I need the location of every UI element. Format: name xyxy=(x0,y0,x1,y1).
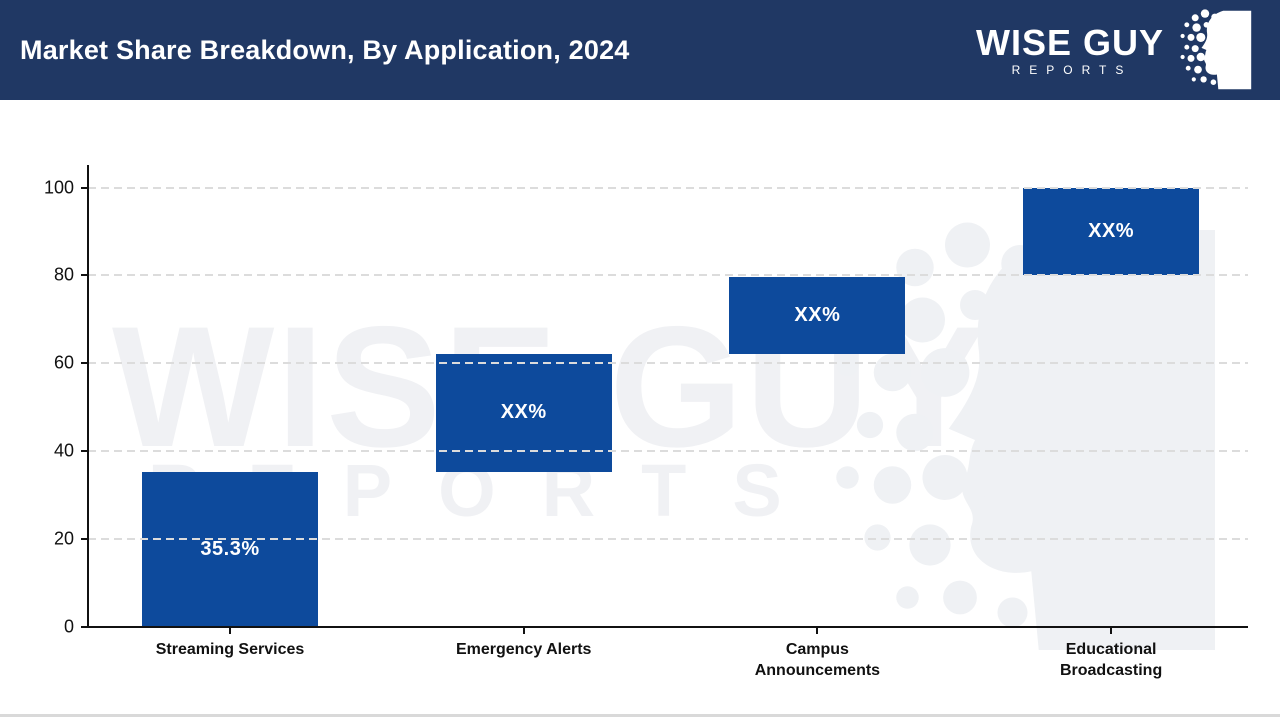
grid-line xyxy=(88,186,1248,189)
x-tick-mark xyxy=(1110,628,1113,634)
bar-value-label: XX% xyxy=(500,401,547,424)
x-axis-line xyxy=(87,626,1248,628)
logo-subtitle: REPORTS xyxy=(1011,62,1133,77)
grid-line xyxy=(88,537,1248,540)
bar: XX% xyxy=(435,354,612,472)
y-tick-mark xyxy=(81,537,88,540)
grid-line xyxy=(88,362,1248,365)
y-tick-mark xyxy=(81,362,88,365)
x-tick-mark xyxy=(522,628,525,634)
bar-value-label: 35.3% xyxy=(200,537,260,560)
logo-text: WISE GUY REPORTS xyxy=(975,21,1164,77)
grid-line xyxy=(88,449,1248,452)
bar-value-label: XX% xyxy=(1088,219,1135,242)
x-axis-label: Educational Broadcasting xyxy=(1059,641,1163,679)
bottom-divider xyxy=(0,714,1280,717)
y-tick-label: 0 xyxy=(63,616,74,636)
x-axis-label: Streaming Services xyxy=(155,641,305,658)
grid-line xyxy=(88,274,1248,277)
y-axis-line xyxy=(87,165,89,628)
x-tick-mark xyxy=(229,628,231,634)
x-tick-mark xyxy=(816,628,819,634)
x-axis-label: Emergency Alerts xyxy=(455,641,592,658)
y-tick-mark xyxy=(81,449,88,452)
y-tick-label: 60 xyxy=(53,352,74,373)
header-bar: Market Share Breakdown, By Application, … xyxy=(0,0,1280,100)
y-tick-label: 80 xyxy=(53,264,74,285)
bar: 35.3% xyxy=(142,471,318,627)
y-tick-label: 20 xyxy=(53,528,74,549)
bar: XX% xyxy=(729,277,906,355)
y-tick-mark xyxy=(81,625,88,628)
bar-value-label: XX% xyxy=(794,304,841,327)
bar: XX% xyxy=(1023,187,1200,276)
x-axis-label: Campus Announcements xyxy=(754,641,881,679)
logo-head-icon xyxy=(1170,8,1254,92)
plot-area: WISE GUY REPORTS 0 20 40 60 80 100 35.3% Stream… xyxy=(0,100,1280,720)
wise-guy-logo: WISE GUY REPORTS xyxy=(976,8,1254,92)
y-tick-label: 40 xyxy=(53,440,74,461)
y-tick-mark xyxy=(81,186,88,189)
y-tick-mark xyxy=(81,274,88,277)
y-tick-label: 100 xyxy=(43,177,74,197)
logo-wordmark: WISE GUY xyxy=(975,21,1164,63)
chart-title: Market Share Breakdown, By Application, … xyxy=(20,34,630,65)
